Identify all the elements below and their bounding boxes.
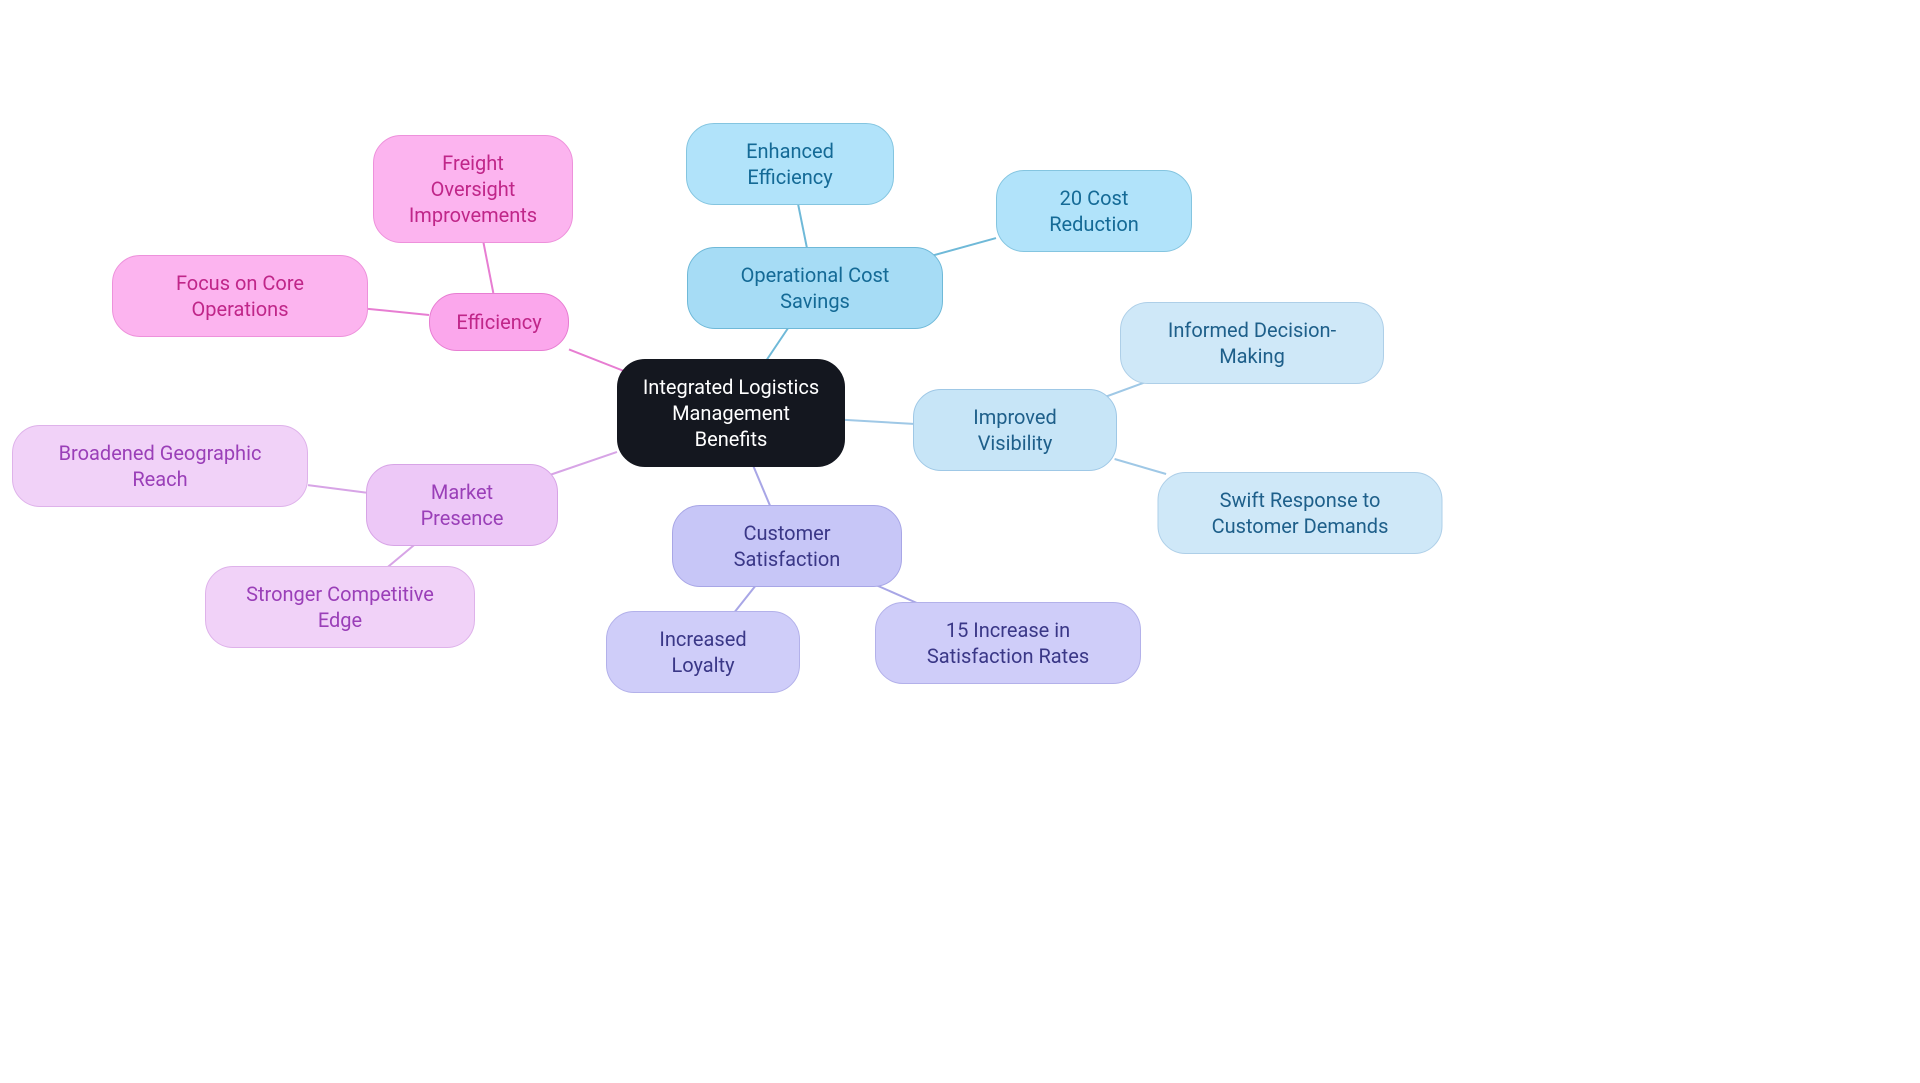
node-label: Swift Response to Customer Demands: [1183, 487, 1418, 539]
node-label: Increased Loyalty: [631, 626, 775, 678]
node-loyalty: Increased Loyalty: [606, 611, 800, 693]
node-label: Improved Visibility: [938, 404, 1092, 456]
node-cust_sat: Customer Satisfaction: [672, 505, 902, 587]
node-geo: Broadened Geographic Reach: [12, 425, 308, 507]
node-focus: Focus on Core Operations: [112, 255, 368, 337]
node-label: Customer Satisfaction: [697, 520, 877, 572]
node-label: Stronger Competitive Edge: [230, 581, 450, 633]
mindmap-edges: [0, 0, 1920, 1083]
node-label: Market Presence: [391, 479, 533, 531]
node-label: Enhanced Efficiency: [711, 138, 869, 190]
node-enh_eff: Enhanced Efficiency: [686, 123, 894, 205]
node-imp_vis: Improved Visibility: [913, 389, 1117, 471]
node-label: Focus on Core Operations: [137, 270, 343, 322]
node-label: Efficiency: [456, 309, 541, 335]
node-label: Operational Cost Savings: [712, 262, 918, 314]
edge-efficiency-focus: [368, 309, 429, 315]
edge-root-imp_vis: [845, 420, 913, 424]
node-label: Broadened Geographic Reach: [37, 440, 283, 492]
node-efficiency: Efficiency: [429, 293, 569, 351]
node-informed: Informed Decision-Making: [1120, 302, 1384, 384]
node-compete: Stronger Competitive Edge: [205, 566, 475, 648]
node-label: 15 Increase in Satisfaction Rates: [900, 617, 1116, 669]
node-label: Freight Oversight Improvements: [398, 150, 548, 228]
node-sat_rate: 15 Increase in Satisfaction Rates: [875, 602, 1141, 684]
edge-root-market: [547, 452, 617, 476]
node-label: 20 Cost Reduction: [1021, 185, 1167, 237]
node-ops_cost: Operational Cost Savings: [687, 247, 943, 329]
node-root: Integrated Logistics Management Benefits: [617, 359, 845, 467]
edge-imp_vis-swift: [1115, 459, 1167, 474]
node-label: Integrated Logistics Management Benefits: [642, 374, 820, 452]
node-swift: Swift Response to Customer Demands: [1158, 472, 1443, 554]
node-cost_red: 20 Cost Reduction: [996, 170, 1192, 252]
node-label: Informed Decision-Making: [1145, 317, 1359, 369]
node-market: Market Presence: [366, 464, 558, 546]
edge-market-geo: [308, 485, 366, 492]
node-freight: Freight Oversight Improvements: [373, 135, 573, 243]
